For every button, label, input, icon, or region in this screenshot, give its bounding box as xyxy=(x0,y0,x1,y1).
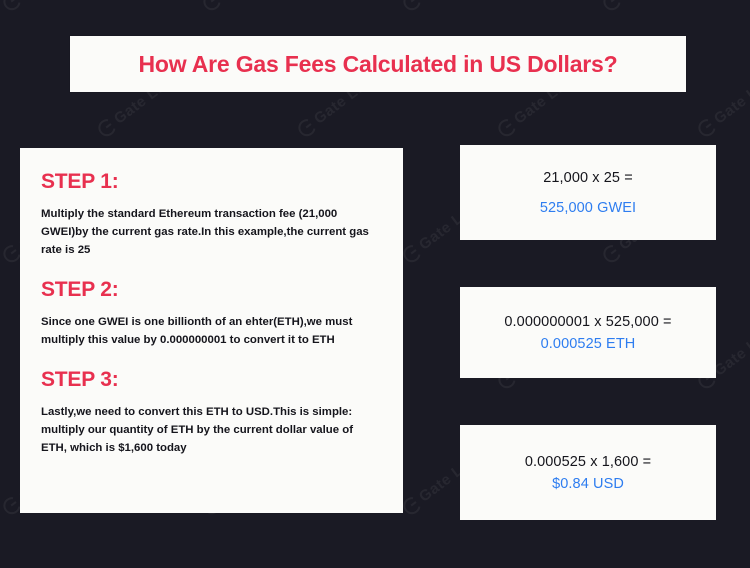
watermark-gate-learn: Gate Learn xyxy=(600,0,694,14)
gate-logo-icon xyxy=(600,0,624,14)
watermark-label: Gate Learn xyxy=(216,0,294,2)
step-1-body: Multiply the standard Ethereum transacti… xyxy=(41,208,369,257)
gate-logo-icon xyxy=(95,115,119,140)
step-1-heading: STEP 1: xyxy=(41,170,119,193)
watermark-label: Gate Learn xyxy=(16,0,94,2)
watermark-label: Gate Learn xyxy=(710,63,750,128)
watermark-gate-learn: Gate Learn xyxy=(695,63,750,140)
gate-logo-icon xyxy=(400,493,424,518)
gate-logo-icon xyxy=(495,115,519,140)
calculation-card-2: 0.000000001 x 525,000 = 0.000525 ETH xyxy=(460,287,716,378)
gate-logo-icon xyxy=(200,0,224,14)
calculation-1-expression: 21,000 x 25 = xyxy=(543,169,633,186)
calculation-3-result: $0.84 USD xyxy=(552,475,624,492)
step-block-1: STEP 1: Multiply the standard Ethereum t… xyxy=(41,170,379,259)
step-2-heading: STEP 2: xyxy=(41,278,119,302)
gate-logo-icon xyxy=(695,115,719,140)
calculation-3-expression: 0.000525 x 1,600 = xyxy=(524,453,652,470)
gate-logo-icon xyxy=(295,115,319,140)
gate-logo-icon xyxy=(0,0,24,14)
step-block-3: STEP 3: Lastly,we need to convert this E… xyxy=(41,368,379,457)
watermark-label: Gate Learn xyxy=(710,315,750,380)
watermark-label: Gate Learn xyxy=(416,0,494,2)
step-3-heading: STEP 3: xyxy=(41,368,119,392)
calculation-1-result: 525,000 GWEI xyxy=(539,199,637,216)
calculation-2-result: 0.000525 ETH xyxy=(540,335,636,352)
gate-logo-icon xyxy=(400,0,424,14)
step-2-body: Since one GWEI is one billionth of an eh… xyxy=(41,316,353,347)
watermark-gate-learn: Gate Learn xyxy=(0,0,94,14)
step-3-body: Lastly,we need to convert this ETH to US… xyxy=(41,406,354,455)
calculation-2-expression: 0.000000001 x 525,000 = xyxy=(504,313,672,330)
calculation-card-1: 21,000 x 25 = 525,000 GWEI xyxy=(460,145,716,240)
step-block-2: STEP 2: Since one GWEI is one billionth … xyxy=(41,278,379,349)
watermark-gate-learn: Gate Learn xyxy=(400,0,494,14)
calculation-card-3: 0.000525 x 1,600 = $0.84 USD xyxy=(460,425,716,520)
title-banner: How Are Gas Fees Calculated in US Dollar… xyxy=(70,36,686,92)
gate-logo-icon xyxy=(600,241,624,266)
watermark-gate-learn: Gate Learn xyxy=(200,0,294,14)
gate-logo-icon xyxy=(400,241,424,266)
watermark-label: Gate Learn xyxy=(616,0,694,2)
page-title: How Are Gas Fees Calculated in US Dollar… xyxy=(138,50,618,77)
steps-panel: STEP 1: Multiply the standard Ethereum t… xyxy=(20,148,403,513)
